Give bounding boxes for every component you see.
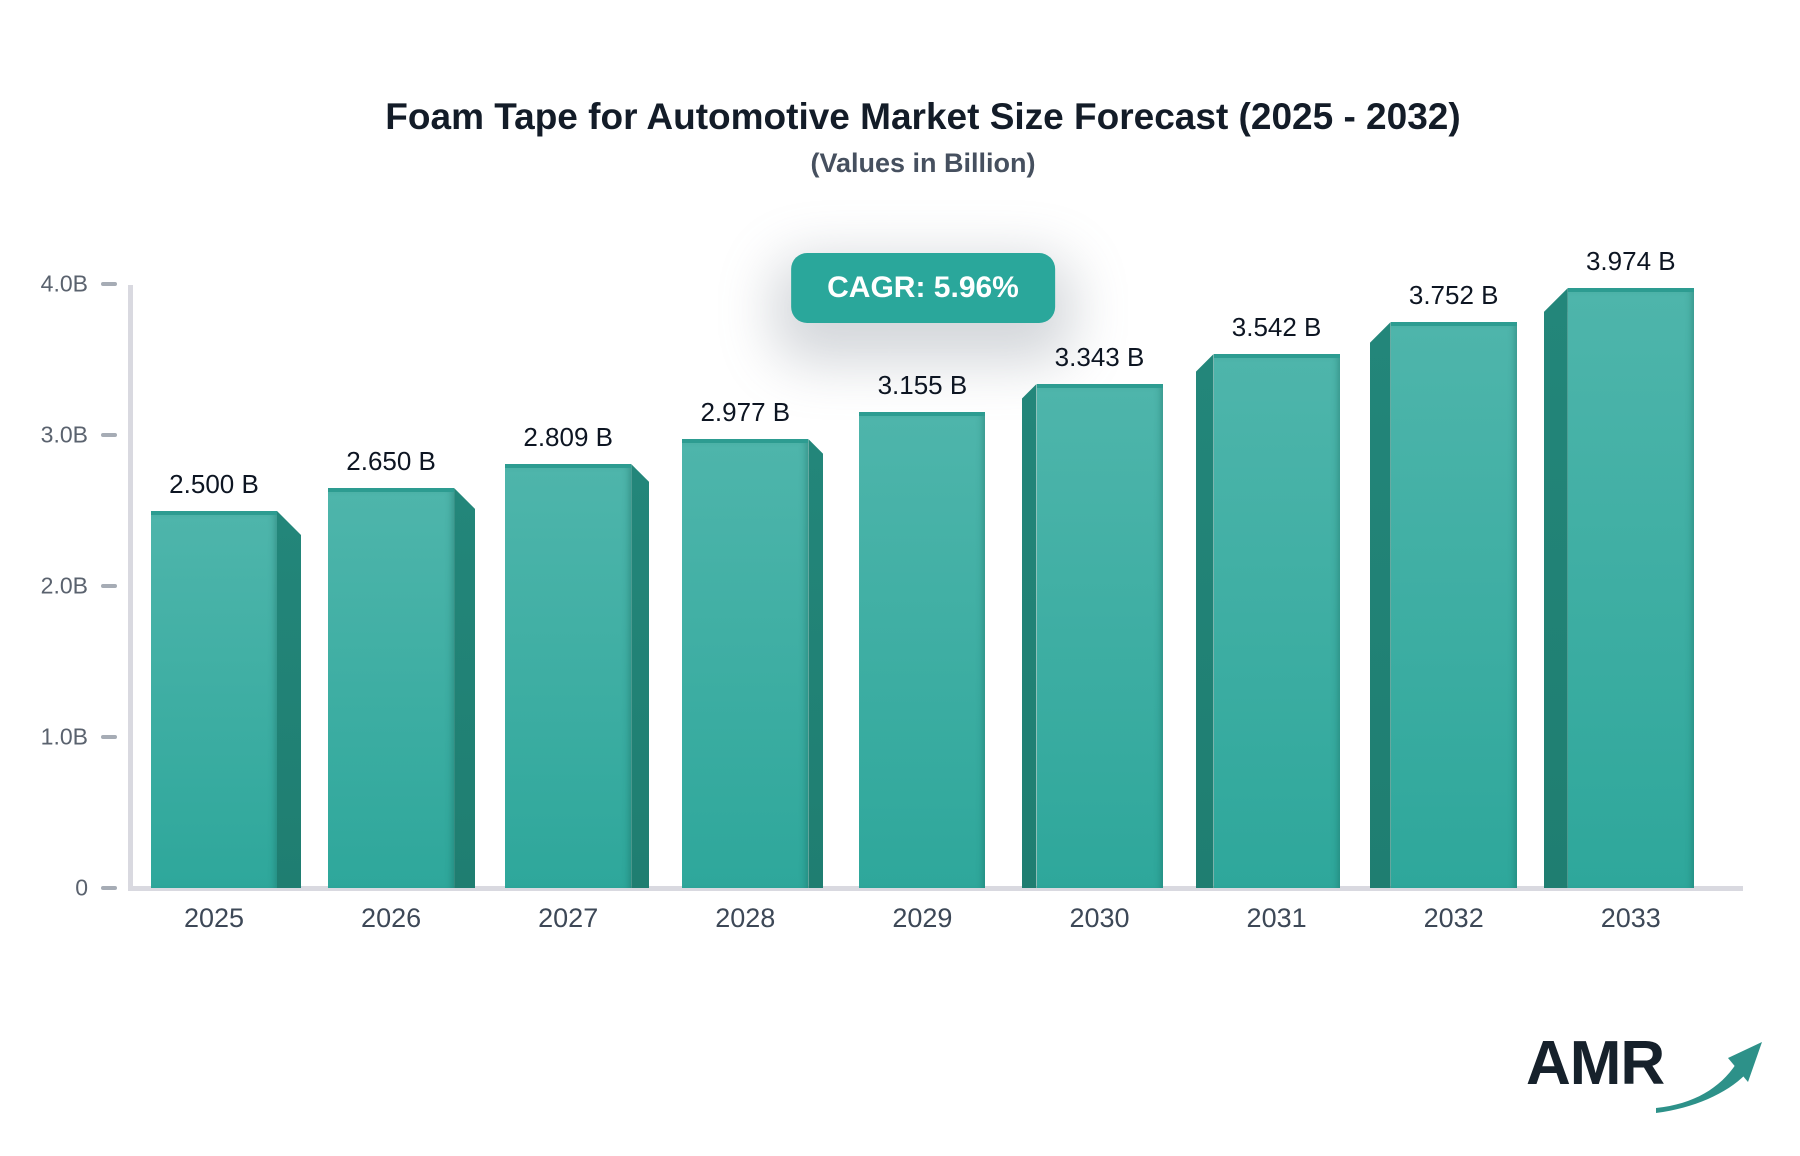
amr-logo-text: AMR [1526, 1029, 1665, 1098]
y-axis-tick-label: 4.0B [40, 270, 88, 297]
cagr-badge: CAGR: 5.96% [791, 253, 1055, 323]
bar-value-label-2029: 3.155 B [877, 370, 968, 400]
x-axis-label-2029: 2029 [892, 903, 953, 933]
bar-2031 [1213, 354, 1340, 888]
bar-2030 [1036, 384, 1163, 888]
bar-2029 [859, 412, 986, 888]
bar-value-label-2027: 2.809 B [523, 422, 614, 452]
bar-2028-side-face [808, 439, 824, 888]
bar-value-label-2033: 3.974 B [1585, 246, 1676, 276]
x-axis-line [128, 886, 1743, 891]
y-axis-tick-mark [101, 584, 117, 589]
x-axis-label-2026: 2026 [361, 903, 422, 933]
page-title: Foam Tape for Automotive Market Size For… [385, 96, 1461, 137]
amr-logo: AMR [1526, 1028, 1762, 1118]
x-axis-label-2032: 2032 [1423, 903, 1484, 933]
y-axis-tick-label: 1.0B [40, 723, 88, 750]
bar-value-label-2030: 3.343 B [1054, 342, 1145, 372]
y-axis-tick-mark [101, 282, 117, 287]
bar-value-label-2026: 2.650 B [346, 446, 436, 476]
bar-2025 [151, 511, 277, 888]
y-axis-tick-mark [101, 735, 117, 740]
x-axis-label-2030: 2030 [1069, 903, 1130, 933]
bar-2028 [682, 439, 809, 888]
bar-2032-side-face [1369, 322, 1391, 888]
x-axis-label-2028: 2028 [715, 903, 776, 933]
x-axis-label-2025: 2025 [183, 903, 245, 933]
bar-value-label-2025: 2.500 B [169, 469, 259, 499]
bar-value-label-2032: 3.752 B [1408, 280, 1499, 310]
bar-value-label-2031: 3.542 B [1231, 312, 1322, 342]
y-axis-tick-label: 3.0B [40, 421, 88, 448]
bar-2027 [505, 464, 632, 888]
bar-2026-side-face [454, 488, 476, 888]
x-axis-label-2033: 2033 [1600, 903, 1661, 933]
bar-value-label-2028: 2.977 B [700, 397, 791, 427]
bar-2032 [1390, 322, 1517, 888]
y-axis-tick-label: 2.0B [40, 572, 88, 599]
page-subtitle: (Values in Billion) [810, 148, 1036, 178]
y-axis-line [128, 285, 133, 888]
y-axis-tick-mark [101, 433, 117, 438]
x-axis-label-2031: 2031 [1246, 903, 1307, 933]
bar-2026 [328, 488, 455, 888]
y-axis-tick-mark [101, 886, 117, 890]
bar-2027-side-face [631, 464, 650, 888]
bar-2033 [1567, 288, 1694, 888]
growth-arrow-icon [1656, 1042, 1762, 1113]
bar-2030-side-face [1021, 384, 1037, 888]
bar-2031-side-face [1195, 354, 1214, 888]
bar-2033-side-face [1543, 288, 1568, 888]
x-axis-label-2027: 2027 [538, 903, 599, 933]
bar-2025-side-face [277, 511, 301, 888]
y-axis-tick-label: 0 [75, 874, 88, 901]
